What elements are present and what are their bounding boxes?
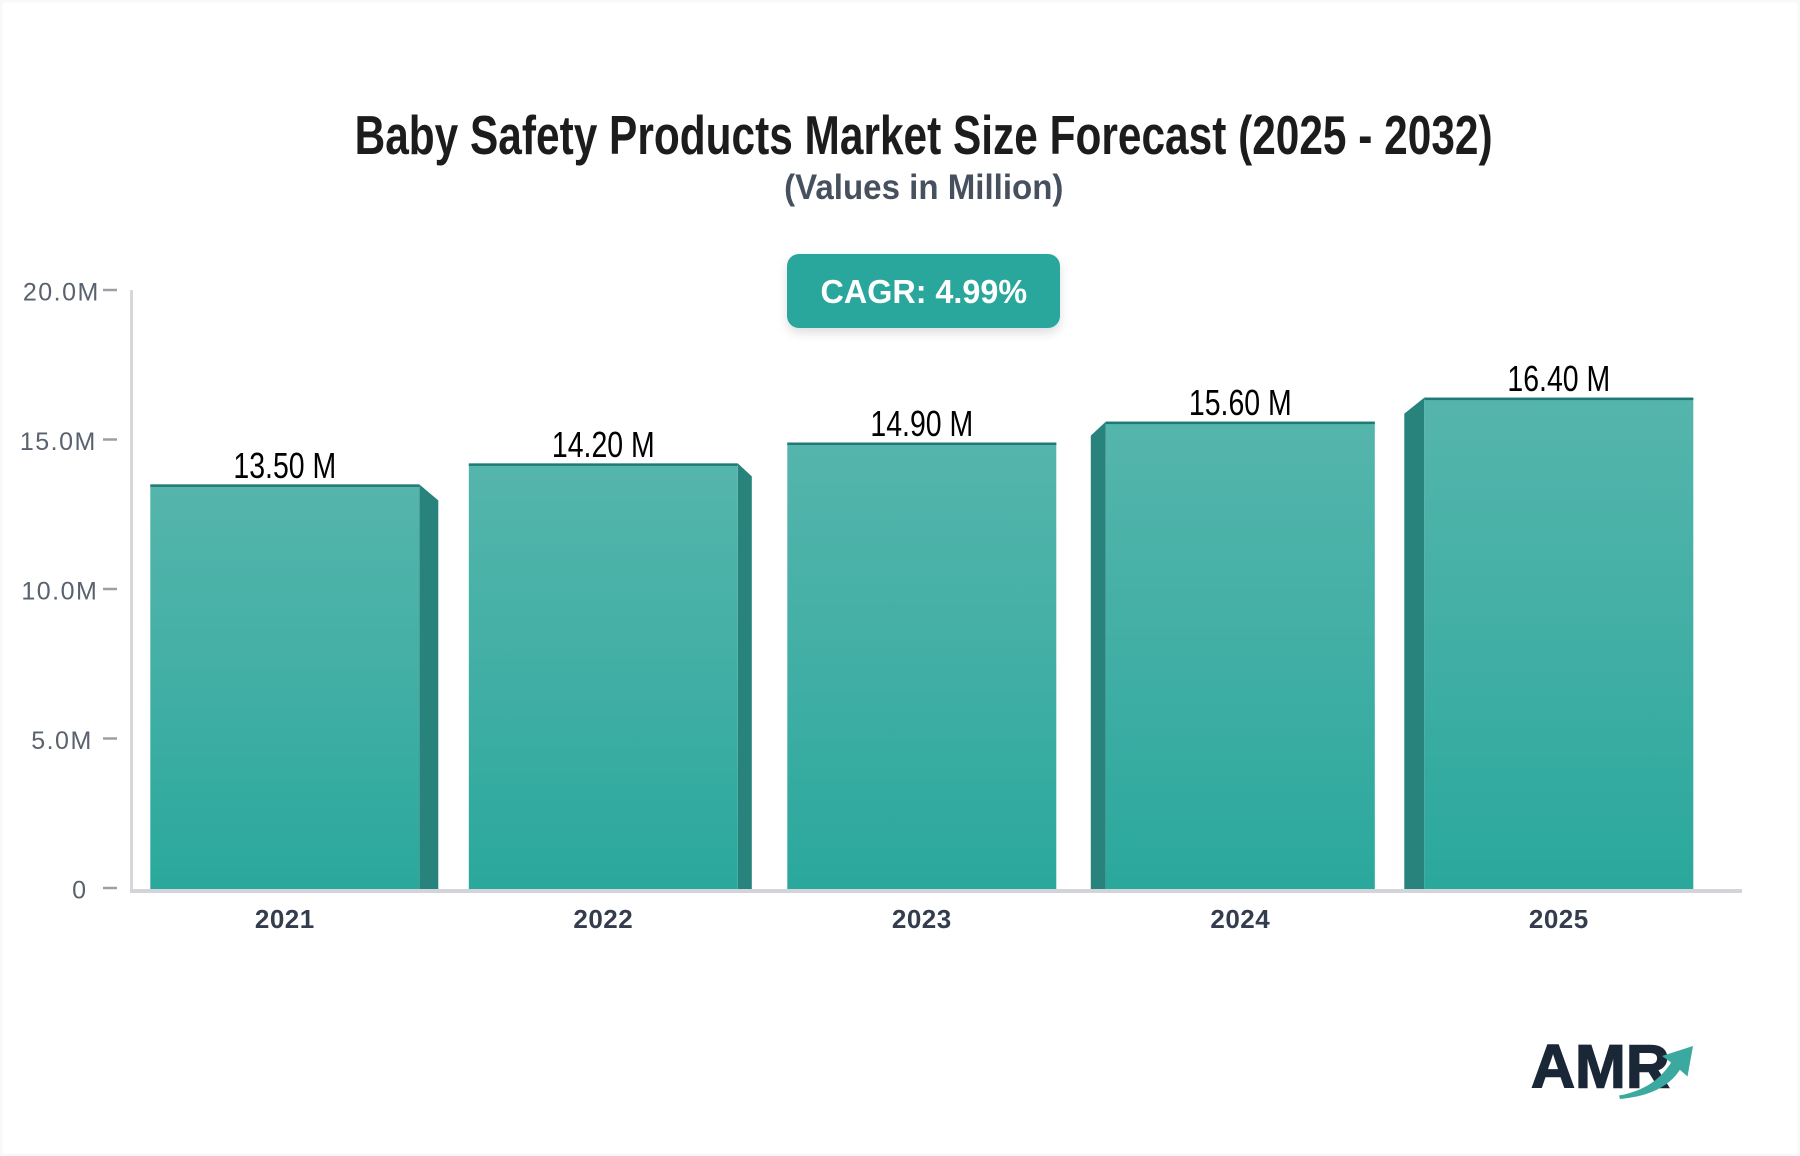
svg-text:20.0M: 20.0M [23,279,100,307]
svg-text:14.90 M: 14.90 M [870,403,973,444]
svg-text:2024: 2024 [1210,904,1270,934]
svg-text:0: 0 [72,877,87,905]
svg-text:2022: 2022 [573,904,633,934]
svg-text:CAGR: 4.99%: CAGR: 4.99% [821,273,1028,310]
svg-text:(Values in Million): (Values in Million) [784,168,1063,207]
svg-text:2025: 2025 [1529,904,1589,934]
svg-text:2021: 2021 [255,904,315,934]
svg-text:Baby Safety Products Market Si: Baby Safety Products Market Size Forecas… [355,106,1493,166]
svg-text:5.0M: 5.0M [31,727,93,755]
svg-text:14.20 M: 14.20 M [552,423,655,464]
svg-text:15.60 M: 15.60 M [1189,382,1292,423]
svg-text:13.50 M: 13.50 M [233,444,336,485]
svg-text:16.40 M: 16.40 M [1507,358,1610,399]
svg-text:10.0M: 10.0M [21,578,98,606]
svg-text:2023: 2023 [892,904,952,934]
svg-text:15.0M: 15.0M [20,428,97,456]
